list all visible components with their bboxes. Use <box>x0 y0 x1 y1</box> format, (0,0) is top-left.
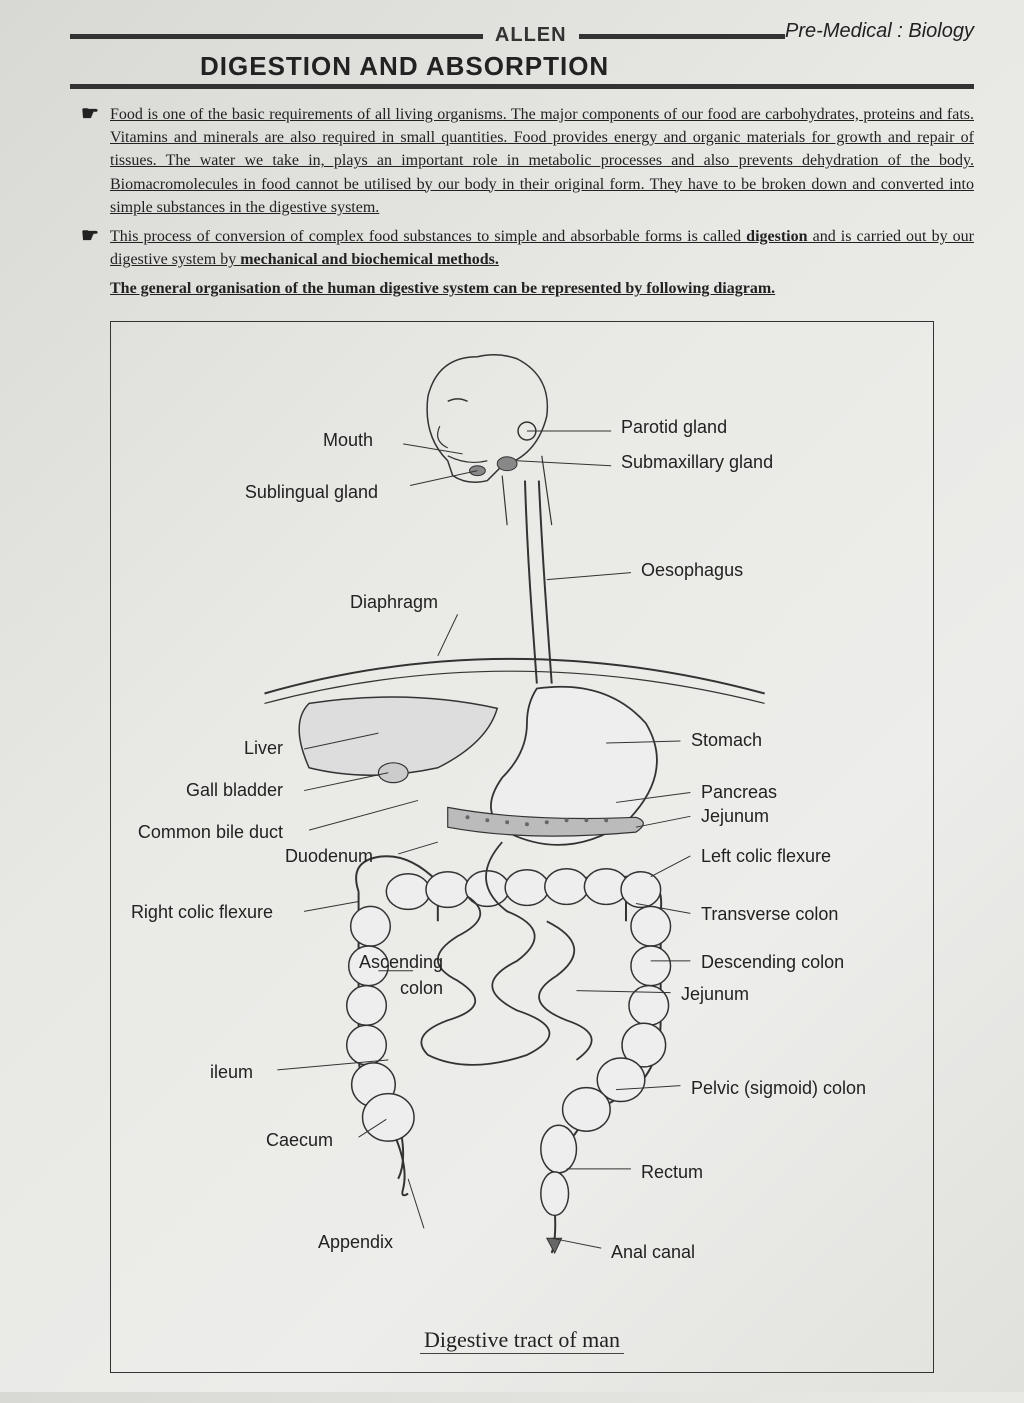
anatomy-label: Diaphragm <box>350 592 438 613</box>
anatomy-label: Submaxillary gland <box>621 452 773 473</box>
anatomy-label: Stomach <box>691 730 762 751</box>
anatomy-label: Duodenum <box>285 846 373 867</box>
anatomy-label: Common bile duct <box>138 822 283 843</box>
header-rule-left <box>70 34 483 39</box>
anatomy-label: ileum <box>210 1062 253 1083</box>
anatomy-label: Ascending <box>359 952 443 973</box>
diagram-intro: The general organisation of the human di… <box>110 277 974 301</box>
p2-text-b: digestion <box>746 228 807 245</box>
anatomy-label: Caecum <box>266 1130 333 1151</box>
anatomy-label: Left colic flexure <box>701 846 831 867</box>
chapter-title: DIGESTION AND ABSORPTION <box>200 51 974 82</box>
anatomy-label: Parotid gland <box>621 417 727 438</box>
p2-text-a: This process of conversion of complex fo… <box>110 228 746 245</box>
diagram-box: Mouth Sublingual gland Diaphragm Liver Gall … <box>110 321 934 1373</box>
page: ALLEN Pre-Medical : Biology DIGESTION AN… <box>0 0 1024 1403</box>
subject-label: Pre-Medical : Biology <box>785 20 974 43</box>
bullet-row-1: ☛ Food is one of the basic requirements … <box>70 103 974 219</box>
anatomy-label: Gall bladder <box>186 780 283 801</box>
brand-logo: ALLEN <box>483 24 579 47</box>
anatomy-label: Oesophagus <box>641 560 743 581</box>
title-rule <box>70 84 974 89</box>
anatomy-label: Liver <box>244 738 283 759</box>
anatomy-label: Descending colon <box>701 952 844 973</box>
anatomy-label: Transverse colon <box>701 904 838 925</box>
anatomy-label: Rectum <box>641 1162 703 1183</box>
bullet-icon: ☛ <box>70 101 110 126</box>
bullet-icon: ☛ <box>70 223 110 248</box>
bullet-row-2: ☛ This process of conversion of complex … <box>70 225 974 271</box>
anatomy-label: Sublingual gland <box>245 482 378 503</box>
top-header: ALLEN Pre-Medical : Biology <box>70 20 974 47</box>
diagram-caption: Digestive tract of man <box>420 1327 624 1354</box>
anatomy-label: Pelvic (sigmoid) colon <box>691 1078 866 1099</box>
header-rule-mid <box>579 34 785 39</box>
anatomy-label: Jejunum <box>681 984 749 1005</box>
anatomy-label: Jejunum <box>701 806 769 827</box>
anatomy-label: Appendix <box>318 1232 393 1253</box>
paragraph-1: Food is one of the basic requirements of… <box>110 103 974 219</box>
anatomy-label: Pancreas <box>701 782 777 803</box>
anatomy-label: Right colic flexure <box>131 902 273 923</box>
anatomy-label: Mouth <box>323 430 373 451</box>
anatomy-label: colon <box>400 978 443 999</box>
paragraph-2: This process of conversion of complex fo… <box>110 225 974 271</box>
p2-text-d: mechanical and biochemical methods. <box>240 251 499 268</box>
anatomy-label: Anal canal <box>611 1242 695 1263</box>
